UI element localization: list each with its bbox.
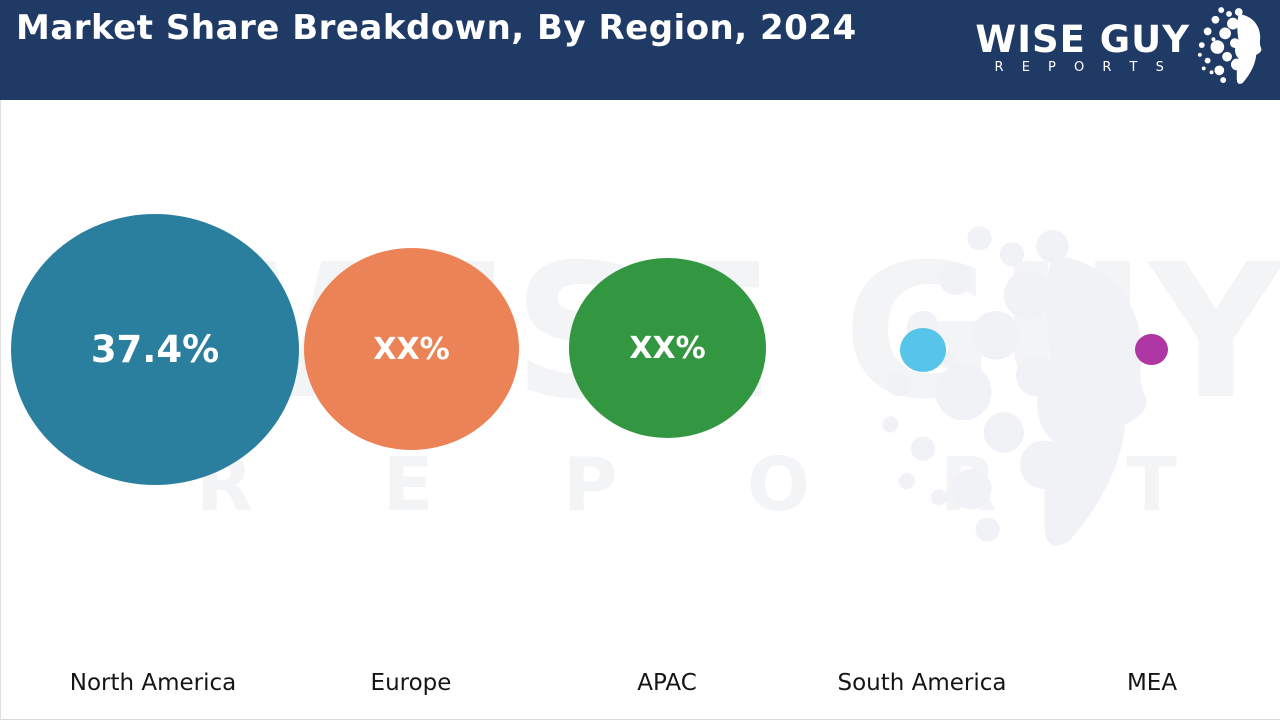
bubble-north-america: 37.4%: [11, 214, 299, 485]
watermark-head-profile-icon: [866, 222, 1166, 562]
region-label-south-america: South America: [837, 670, 1007, 696]
header-band: Market Share Breakdown, By Region, 2024 …: [0, 0, 1280, 100]
region-label-europe: Europe: [370, 670, 452, 696]
bubble-value-apac: XX%: [629, 330, 706, 366]
logo-text: WISE GUY R E P O R T S: [975, 17, 1190, 76]
logo-subtitle: R E P O R T S: [994, 60, 1171, 76]
bubble-apac: XX%: [569, 258, 766, 438]
bubble-mea: [1135, 334, 1168, 365]
region-label-mea: MEA: [1126, 670, 1178, 696]
bubble-value-europe: XX%: [373, 331, 450, 367]
region-label-north-america: North America: [69, 670, 237, 696]
logo-wordmark: WISE GUY: [975, 17, 1190, 61]
bubble-south-america: [900, 328, 946, 372]
head-profile-icon: [1194, 6, 1266, 88]
region-label-apac: APAC: [637, 670, 697, 696]
bubble-chart: WISE GUY R E P O R T S 37.4% XX% XX% Nor…: [0, 100, 1280, 720]
wise-guy-logo: WISE GUY R E P O R T S: [975, 8, 1266, 88]
page-title: Market Share Breakdown, By Region, 2024: [16, 8, 857, 48]
bubble-value-north-america: 37.4%: [90, 328, 220, 371]
bubble-europe: XX%: [304, 248, 519, 450]
